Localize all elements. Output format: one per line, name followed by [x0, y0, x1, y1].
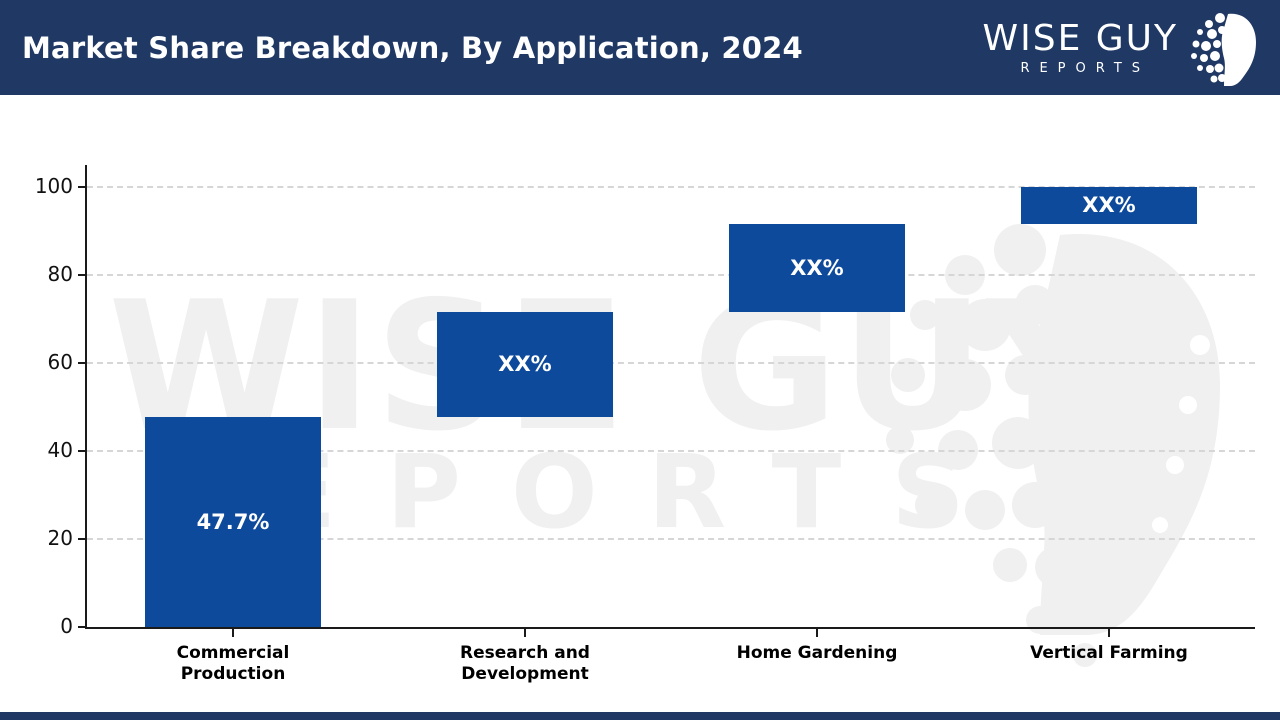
- logo-text: WISE GUY REPORTS: [982, 17, 1179, 76]
- x-tick-mark-vertical-farming: [1108, 629, 1110, 637]
- header-bar: Market Share Breakdown, By Application, …: [0, 0, 1280, 95]
- y-tick-label-80: 80: [47, 262, 73, 286]
- grid-line-60: [87, 362, 1255, 364]
- bar-value-label: 47.7%: [196, 510, 270, 535]
- bar-value-label: XX%: [498, 352, 552, 377]
- bar-research-and-development: XX%: [437, 311, 613, 418]
- y-axis-line: [85, 165, 87, 629]
- page-title: Market Share Breakdown, By Application, …: [22, 30, 803, 65]
- y-tick-label-60: 60: [47, 350, 73, 374]
- x-tick-mark-research-and-development: [524, 629, 526, 637]
- bar-home-gardening: XX%: [729, 223, 905, 312]
- grid-line-40: [87, 450, 1255, 452]
- grid-line-80: [87, 274, 1255, 276]
- y-tick-mark-60: [78, 362, 86, 364]
- grid-line-100: [87, 186, 1255, 188]
- y-tick-mark-40: [78, 450, 86, 452]
- grid-line-20: [87, 538, 1255, 540]
- y-tick-label-0: 0: [60, 614, 73, 638]
- x-category-label-home-gardening: Home Gardening: [736, 643, 898, 663]
- x-tick-mark-home-gardening: [816, 629, 818, 637]
- logo-wordmark: WISE GUY: [982, 17, 1178, 59]
- y-tick-mark-100: [78, 186, 86, 188]
- x-category-label-vertical-farming: Vertical Farming: [1030, 643, 1188, 663]
- y-tick-label-100: 100: [34, 174, 73, 198]
- wiseguy-logo: WISE GUY REPORTS: [983, 8, 1259, 88]
- chart-area: WISE GUY REPORTS 0 20 40 60 80 100 47.7% Commer…: [0, 95, 1280, 712]
- y-tick-mark-20: [78, 538, 86, 540]
- footer-bar: [0, 712, 1280, 720]
- logo-subtitle: REPORTS: [1020, 60, 1151, 76]
- x-category-label-research-and-development: Research and Development: [460, 643, 590, 685]
- x-category-label-commercial-production: Commercial Production: [176, 643, 290, 685]
- y-tick-label-40: 40: [47, 438, 73, 462]
- y-tick-label-20: 20: [47, 526, 73, 550]
- y-tick-mark-0: [78, 626, 86, 628]
- logo-head-icon: [1191, 12, 1256, 86]
- bar-commercial-production: 47.7%: [145, 417, 321, 627]
- bar-vertical-farming: XX%: [1021, 187, 1197, 224]
- bar-value-label: XX%: [1082, 193, 1136, 218]
- bar-value-label: XX%: [790, 255, 844, 280]
- x-tick-mark-commercial-production: [232, 629, 234, 637]
- x-axis-line: [85, 627, 1255, 629]
- y-tick-mark-80: [78, 274, 86, 276]
